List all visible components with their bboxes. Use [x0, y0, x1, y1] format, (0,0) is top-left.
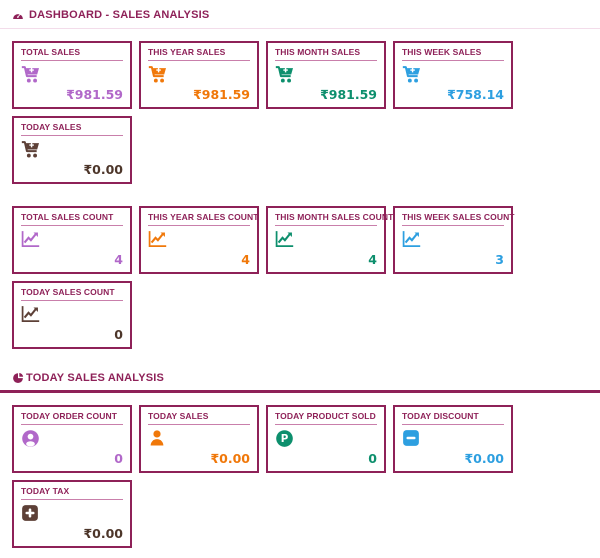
- card-title: TODAY SALES COUNT: [21, 287, 115, 297]
- card-title-divider: [148, 60, 250, 61]
- card-value: ₹0.00: [83, 162, 123, 177]
- stat-card: TODAY SALES COUNT 0: [12, 281, 132, 349]
- pie-chart-icon: [12, 372, 24, 384]
- card-title-divider: [21, 300, 123, 301]
- user-icon: [148, 429, 250, 449]
- card-title: THIS WEEK SALES: [402, 47, 482, 57]
- card-title-divider: [275, 60, 377, 61]
- card-title: TOTAL SALES: [21, 47, 81, 57]
- cart-plus-icon: [21, 65, 123, 85]
- card-title-divider: [21, 60, 123, 61]
- stat-card: TOTAL SALES COUNT 4: [12, 206, 132, 274]
- header-divider: [0, 28, 600, 29]
- stat-card: TODAY TAX ₹0.00: [12, 480, 132, 548]
- section-title: TODAY SALES ANALYSIS: [26, 372, 165, 384]
- card-title-divider: [21, 135, 123, 136]
- card-title-divider: [275, 225, 377, 226]
- card-value: ₹0.00: [464, 451, 504, 466]
- card-title: TOTAL SALES COUNT: [21, 212, 114, 222]
- card-value: ₹0.00: [210, 451, 250, 466]
- today-cards-group: TODAY ORDER COUNT 0 TODAY SALES ₹0.00 TODA…: [0, 405, 540, 548]
- section-title: DASHBOARD - SALES ANALYSIS: [29, 9, 210, 21]
- section-header-today-sales-analysis: TODAY SALES ANALYSIS: [0, 363, 600, 390]
- card-title: TODAY ORDER COUNT: [21, 411, 118, 421]
- stat-card: TODAY SALES ₹0.00: [139, 405, 259, 473]
- card-title-divider: [148, 225, 250, 226]
- stat-card: THIS WEEK SALES ₹758.14: [393, 41, 513, 109]
- card-value: ₹981.59: [193, 87, 250, 102]
- card-value: 4: [114, 252, 123, 267]
- dashboard-icon: [12, 10, 24, 21]
- card-value: 3: [495, 252, 504, 267]
- cart-plus-icon: [402, 65, 504, 85]
- stat-card: TODAY SALES ₹0.00: [12, 116, 132, 184]
- chart-line-icon: [21, 305, 123, 325]
- card-title: THIS YEAR SALES: [148, 47, 226, 57]
- card-value: ₹981.59: [320, 87, 377, 102]
- card-title: THIS MONTH SALES COUNT: [275, 212, 394, 222]
- card-value: ₹0.00: [83, 526, 123, 541]
- plus-square-icon: [21, 504, 123, 524]
- chart-line-icon: [275, 230, 377, 250]
- product-circle-icon: P: [275, 429, 377, 449]
- user-circle-icon: [21, 429, 123, 449]
- card-title: THIS MONTH SALES: [275, 47, 361, 57]
- stat-card: THIS MONTH SALES COUNT 4: [266, 206, 394, 274]
- card-value: 4: [368, 252, 377, 267]
- sales-count-cards-group: TOTAL SALES COUNT 4 THIS YEAR SALES COUNT…: [0, 206, 540, 349]
- stat-card: THIS WEEK SALES COUNT 3: [393, 206, 515, 274]
- stat-card: TODAY PRODUCT SOLD P 0: [266, 405, 386, 473]
- card-title: THIS WEEK SALES COUNT: [402, 212, 515, 222]
- stat-card: THIS MONTH SALES ₹981.59: [266, 41, 386, 109]
- card-title: TODAY SALES: [148, 411, 209, 421]
- card-title: TODAY PRODUCT SOLD: [275, 411, 376, 421]
- card-title-divider: [21, 424, 123, 425]
- card-title: TODAY TAX: [21, 486, 70, 496]
- card-value: ₹758.14: [447, 87, 504, 102]
- stat-card: TODAY ORDER COUNT 0: [12, 405, 132, 473]
- card-value: 0: [114, 451, 123, 466]
- cart-plus-icon: [275, 65, 377, 85]
- card-value: 0: [114, 327, 123, 342]
- card-value: 4: [241, 252, 250, 267]
- card-title-divider: [402, 424, 504, 425]
- card-title: THIS YEAR SALES COUNT: [148, 212, 259, 222]
- stat-card: THIS YEAR SALES COUNT 4: [139, 206, 259, 274]
- sales-cards-group: TOTAL SALES ₹981.59 THIS YEAR SALES ₹981.…: [0, 41, 540, 184]
- card-title: TODAY DISCOUNT: [402, 411, 479, 421]
- cart-plus-icon: [21, 140, 123, 160]
- card-title-divider: [275, 424, 377, 425]
- stat-card: TODAY DISCOUNT ₹0.00: [393, 405, 513, 473]
- svg-text:P: P: [281, 433, 289, 445]
- card-value: 0: [368, 451, 377, 466]
- stat-card: TOTAL SALES ₹981.59: [12, 41, 132, 109]
- panel-top-border: [0, 390, 600, 393]
- chart-line-icon: [402, 230, 504, 250]
- card-value: ₹981.59: [66, 87, 123, 102]
- cart-plus-icon: [148, 65, 250, 85]
- section-header-sales-analysis: DASHBOARD - SALES ANALYSIS: [0, 0, 600, 28]
- chart-line-icon: [21, 230, 123, 250]
- minus-square-icon: [402, 429, 504, 449]
- card-title-divider: [148, 424, 250, 425]
- stat-card: THIS YEAR SALES ₹981.59: [139, 41, 259, 109]
- card-title-divider: [402, 225, 504, 226]
- card-title-divider: [21, 499, 123, 500]
- today-sales-panel: TODAY ORDER COUNT 0 TODAY SALES ₹0.00 TODA…: [0, 390, 600, 558]
- chart-line-icon: [148, 230, 250, 250]
- card-title: TODAY SALES: [21, 122, 82, 132]
- card-title-divider: [21, 225, 123, 226]
- card-title-divider: [402, 60, 504, 61]
